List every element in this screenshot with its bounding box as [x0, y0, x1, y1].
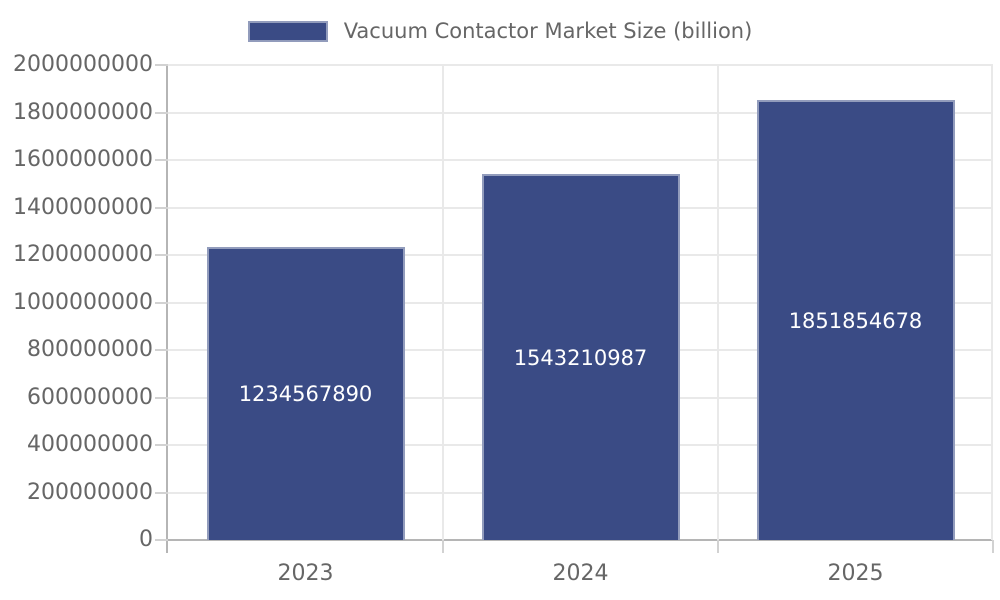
plot-area: 1234567890 1543210987 1851854678 — [168, 64, 993, 540]
bar-value-label: 1234567890 — [238, 382, 373, 407]
gridline — [168, 64, 993, 66]
gridline — [168, 159, 993, 161]
x-tick-mark — [442, 540, 444, 553]
bar[interactable]: 1234567890 — [206, 246, 405, 540]
y-tick-label: 1600000000 — [13, 147, 153, 172]
y-tick-label: 400000000 — [27, 432, 153, 457]
y-tick-mark — [155, 301, 168, 304]
y-tick-mark — [155, 254, 168, 256]
x-axis-line — [155, 539, 993, 541]
x-tick-mark — [717, 540, 719, 553]
x-tick-label: 2024 — [552, 561, 609, 586]
x-tick-label: 2023 — [277, 561, 334, 586]
gridline — [168, 111, 993, 114]
gridline — [717, 65, 719, 540]
y-tick-label: 600000000 — [27, 384, 153, 410]
y-axis-line — [166, 65, 168, 553]
y-tick-mark — [155, 159, 168, 161]
y-tick-label: 2000000000 — [13, 52, 153, 77]
x-tick-label: 2025 — [827, 561, 884, 586]
bar-value-label: 1543210987 — [513, 345, 648, 370]
y-tick-label: 1200000000 — [13, 242, 153, 267]
y-tick-mark — [155, 444, 168, 446]
y-tick-label: 1000000000 — [13, 289, 153, 315]
y-tick-mark — [155, 111, 168, 114]
y-tick-mark — [155, 64, 168, 66]
legend[interactable]: Vacuum Contactor Market Size (billion) — [0, 16, 1000, 46]
gridline — [442, 65, 444, 540]
bar[interactable]: 1851854678 — [756, 100, 955, 540]
bar[interactable]: 1543210987 — [481, 173, 680, 540]
y-tick-mark — [155, 539, 168, 541]
y-tick-mark — [155, 396, 168, 399]
y-tick-mark — [155, 206, 168, 209]
y-tick-label: 800000000 — [27, 337, 153, 362]
y-tick-label: 1800000000 — [13, 99, 153, 125]
y-tick-mark — [155, 349, 168, 351]
bar-value-label: 1851854678 — [788, 309, 923, 334]
y-tick-label: 200000000 — [27, 479, 153, 505]
legend-swatch-icon — [247, 20, 328, 42]
legend-label: Vacuum Contactor Market Size (billion) — [343, 19, 753, 43]
y-tick-label: 1400000000 — [13, 194, 153, 220]
y-tick-label: 0 — [139, 527, 153, 552]
x-tick-mark — [992, 540, 994, 553]
gridline — [991, 65, 993, 540]
y-tick-mark — [155, 491, 168, 494]
